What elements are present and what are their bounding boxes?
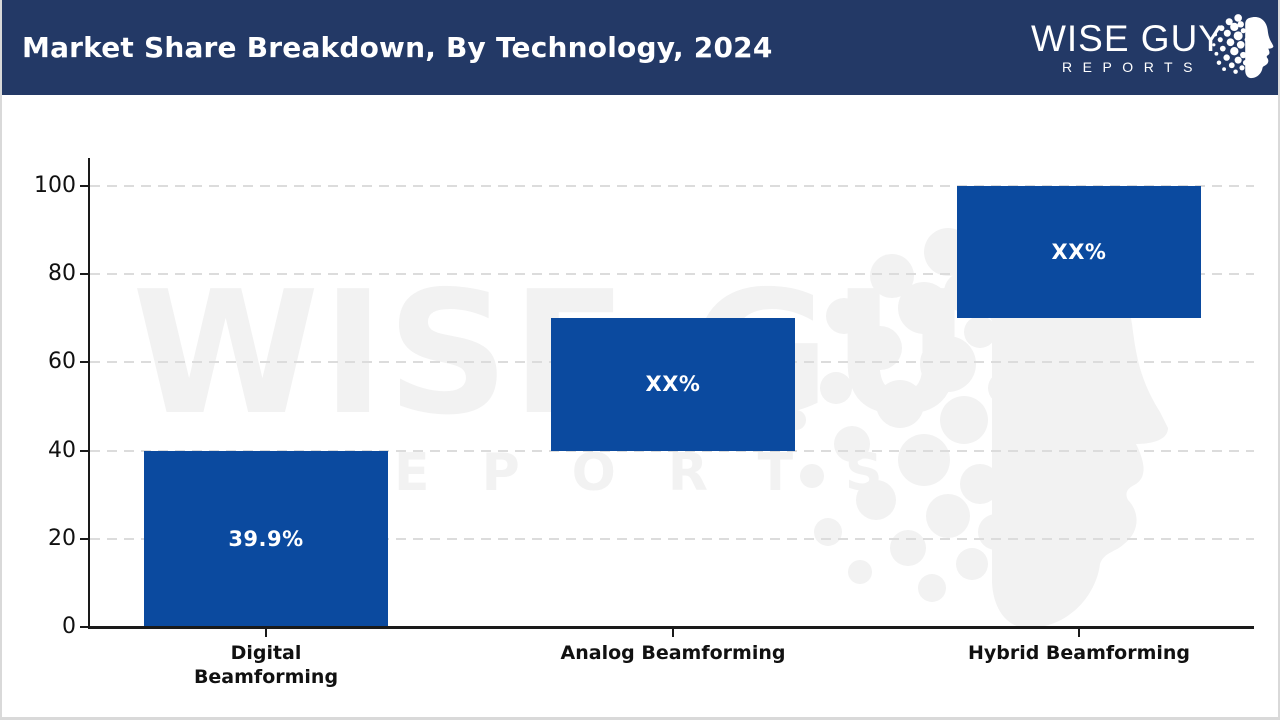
gridline xyxy=(90,185,1254,187)
x-tick-label: Hybrid Beamforming xyxy=(967,642,1191,664)
watermark-brand-subname: REPORTS xyxy=(302,443,935,503)
chart-area: WISE GUY REPORTS 0 20 40 60 80 100 39.9% XX% XX%… xyxy=(2,95,1278,717)
bar: XX% xyxy=(551,318,795,451)
brand-name: WISE GUY xyxy=(1030,18,1224,60)
x-tick-mark xyxy=(672,629,674,637)
y-tick-mark xyxy=(80,185,88,187)
x-tick-mark xyxy=(265,629,267,637)
y-tick-label: 0 xyxy=(62,614,76,639)
y-tick-mark xyxy=(80,537,88,540)
y-tick-mark xyxy=(80,626,88,628)
brand-logo: WISE GUY REPORTS xyxy=(1030,10,1278,86)
y-tick-label: 80 xyxy=(48,261,76,287)
y-tick-label: 100 xyxy=(34,173,76,198)
y-axis xyxy=(88,158,90,629)
bar: XX% xyxy=(957,186,1201,319)
bar-value-label: 39.9% xyxy=(228,527,304,551)
y-tick-label: 40 xyxy=(48,437,76,463)
header: Market Share Breakdown, By Technology, 2… xyxy=(2,0,1278,95)
gridline xyxy=(90,273,1254,276)
y-tick-label: 20 xyxy=(48,525,76,551)
bar-value-label: XX% xyxy=(645,372,701,397)
x-tick-label: Digital Beamforming xyxy=(193,642,339,688)
x-tick-label: Analog Beamforming xyxy=(560,642,786,664)
y-tick-mark xyxy=(80,449,88,452)
y-tick-mark xyxy=(80,273,88,276)
x-tick-mark xyxy=(1078,629,1080,637)
x-axis xyxy=(88,626,1254,629)
gridline xyxy=(90,449,1254,452)
brand-logo-text: WISE GUY REPORTS xyxy=(1030,18,1224,75)
gridline xyxy=(90,537,1254,540)
y-tick-label: 60 xyxy=(48,349,76,375)
brand-subname: REPORTS xyxy=(1062,58,1203,75)
bar-value-label: XX% xyxy=(1051,240,1107,265)
face-profile-dots-icon xyxy=(1212,13,1274,78)
page-title: Market Share Breakdown, By Technology, 2… xyxy=(22,31,773,64)
y-tick-mark xyxy=(80,361,88,364)
bar: 39.9% xyxy=(144,451,388,627)
